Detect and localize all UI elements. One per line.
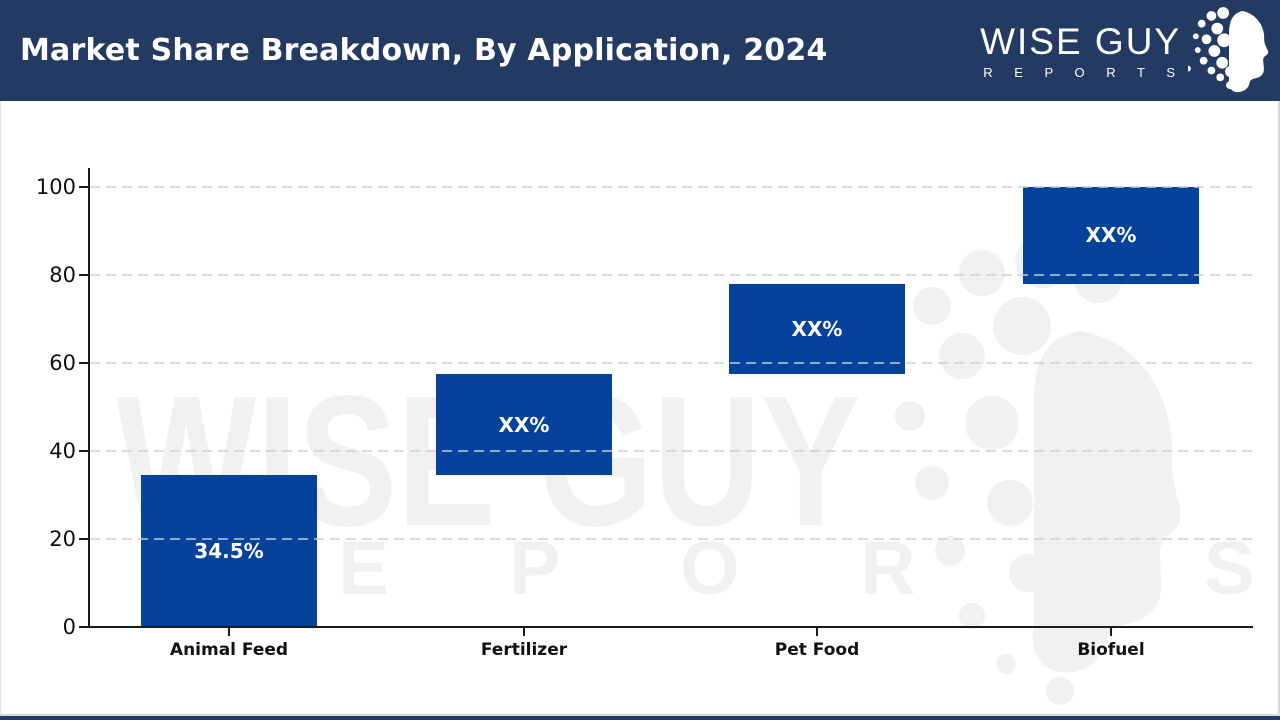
bar-value-label: XX% [498,412,550,437]
x-axis-line [88,626,1253,628]
x-tick-mark [1110,628,1112,636]
page-title: Market Share Breakdown, By Application, … [20,33,828,68]
y-tick-label: 20 [49,527,76,551]
brand-head-icon [1188,6,1269,92]
y-tick-mark [79,186,88,188]
y-tick-mark [79,274,88,276]
brand-logo-text: WISE GUY R E P O R T S [977,21,1184,80]
bar-fertilizer: XX% [436,374,612,476]
header-band: Market Share Breakdown, By Application, … [0,0,1280,101]
bar-biofuel: XX% [1023,187,1199,284]
y-axis-line [88,168,90,628]
y-tick-mark [79,626,88,628]
y-tick-label: 80 [49,263,76,287]
bar-value-label: XX% [1085,223,1137,248]
page-border-right [1278,101,1280,715]
y-tick-label: 0 [62,615,76,639]
bar-animal-feed: 34.5% [141,475,317,627]
y-tick-mark [79,362,88,364]
bar-value-label: XX% [791,316,843,341]
bar-value-label: 34.5% [194,539,264,564]
y-tick-mark [79,450,88,452]
brand-logo: WISE GUY R E P O R T S [977,4,1270,97]
y-tick-label: 100 [35,175,76,199]
x-tick-mark [523,628,525,636]
x-category-label: Animal Feed [169,640,289,660]
x-tick-mark [228,628,230,636]
page-border-left [0,101,1,715]
bar-pet-food: XX% [729,283,905,374]
x-category-label: Pet Food [774,640,860,660]
footer-band [0,716,1280,720]
y-tick-label: 40 [49,439,76,463]
brand-logo-line1: WISE GUY [980,21,1182,62]
x-category-label: Fertilizer [480,640,568,660]
y-tick-label: 60 [49,351,76,375]
brand-logo-line2: R E P O R T S [983,65,1184,80]
y-tick-mark [79,538,88,540]
x-tick-mark [816,628,818,636]
page-border-bottom [0,714,1280,716]
x-category-label: Biofuel [1077,640,1145,660]
